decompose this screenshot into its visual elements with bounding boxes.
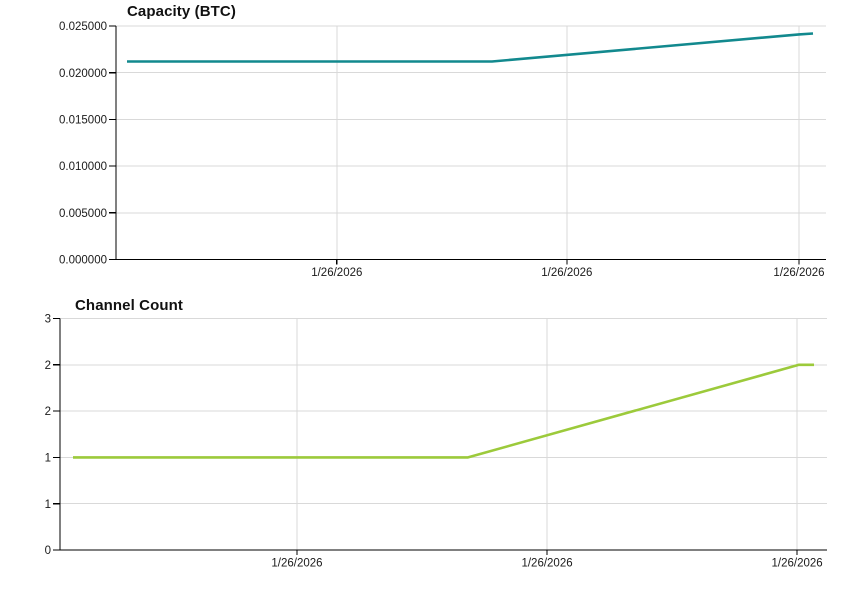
svg-text:0.015000: 0.015000 [59, 115, 107, 127]
svg-text:0.020000: 0.020000 [59, 68, 107, 80]
svg-text:0.005000: 0.005000 [59, 208, 107, 220]
svg-text:0.010000: 0.010000 [59, 161, 107, 173]
capacity-chart: Capacity (BTC) 0.025000 0.020000 0.015000 0… [0, 0, 860, 293]
svg-text:1: 1 [45, 499, 51, 511]
channel-count-chart-title: Channel Count [75, 297, 183, 314]
channel-count-chart-plot: 3 2 2 1 1 0 1/26/2026 1/26/2026 1/26/2026 [45, 314, 827, 570]
svg-text:1/26/2026: 1/26/2026 [772, 558, 823, 570]
svg-text:1: 1 [45, 453, 51, 465]
svg-text:2: 2 [45, 360, 51, 372]
svg-text:1/26/2026: 1/26/2026 [773, 267, 824, 279]
svg-text:0: 0 [45, 545, 51, 557]
capacity-chart-plot: 0.025000 0.020000 0.015000 0.010000 0.005000… [59, 21, 826, 279]
svg-text:1/26/2026: 1/26/2026 [541, 267, 592, 279]
svg-text:2: 2 [45, 406, 51, 418]
svg-text:0.000000: 0.000000 [59, 255, 107, 267]
channel-count-chart: Channel Count 3 2 2 1 1 0 1/26/2026 1/26/2026 1/… [0, 293, 860, 600]
capacity-chart-title: Capacity (BTC) [127, 3, 236, 20]
svg-text:3: 3 [45, 314, 51, 326]
svg-text:1/26/2026: 1/26/2026 [521, 558, 572, 570]
svg-text:1/26/2026: 1/26/2026 [271, 558, 322, 570]
svg-text:1/26/2026: 1/26/2026 [311, 267, 362, 279]
svg-text:0.025000: 0.025000 [59, 21, 107, 33]
